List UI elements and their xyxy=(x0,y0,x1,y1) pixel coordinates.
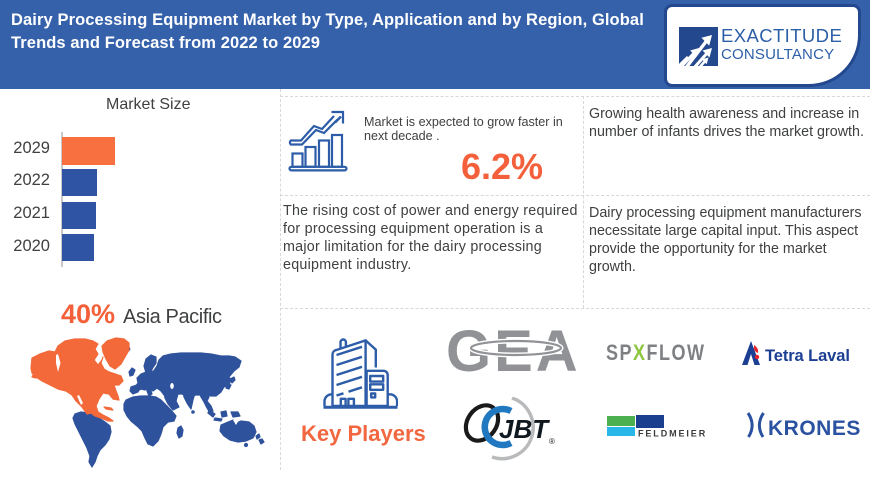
svg-text:KRONES: KRONES xyxy=(768,417,861,440)
svg-text:®: ® xyxy=(549,437,555,446)
svg-text:Tetra Laval: Tetra Laval xyxy=(765,347,850,365)
svg-text:JBT: JBT xyxy=(499,414,550,444)
svg-text:FELDMEIER: FELDMEIER xyxy=(638,429,707,439)
